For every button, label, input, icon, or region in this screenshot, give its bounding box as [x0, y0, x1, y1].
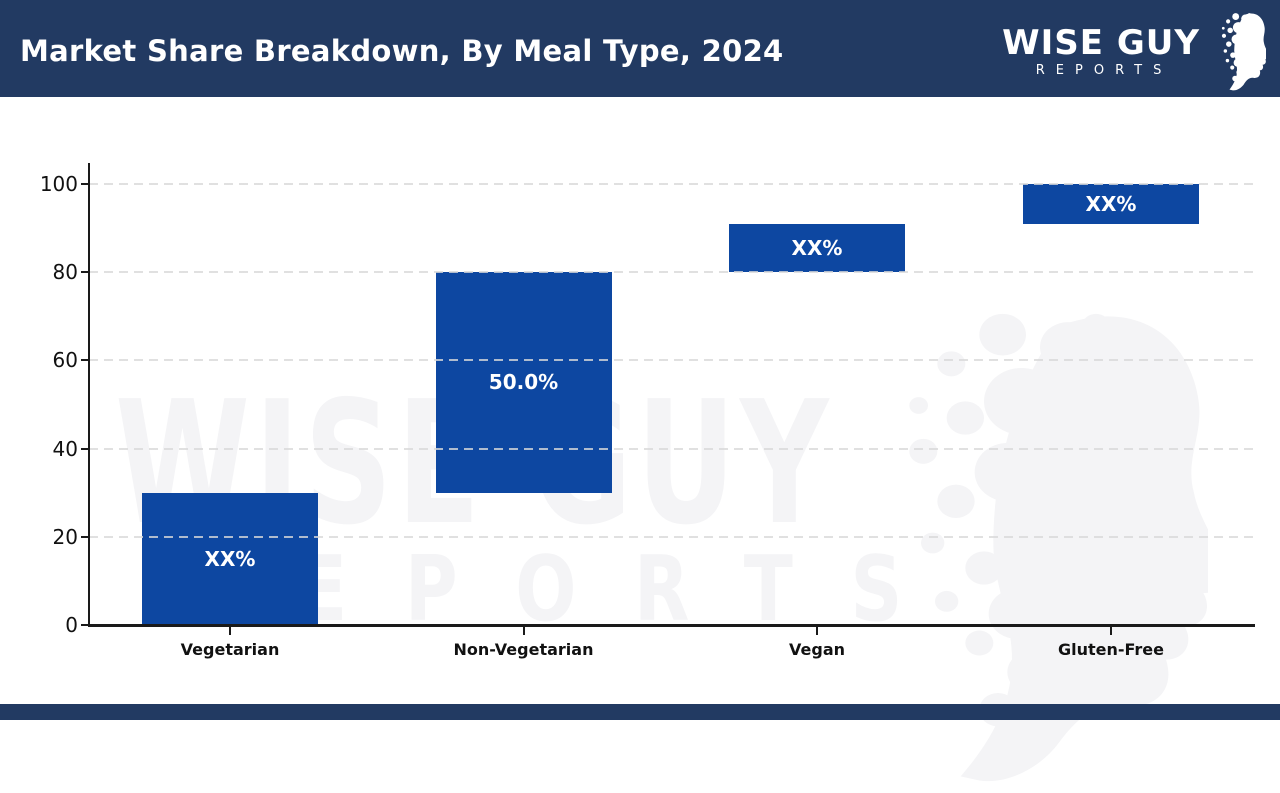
y-tick-mark [81, 359, 89, 362]
y-tick-label: 40 [52, 436, 78, 461]
x-axis-spine [88, 624, 1255, 627]
bar-vegan: XX% [729, 223, 905, 273]
footer-bar [0, 704, 1280, 720]
gridline-y80 [89, 271, 1253, 274]
x-tick-mark [229, 627, 231, 635]
y-tick-label: 80 [52, 260, 78, 285]
gridline-y100 [89, 183, 1253, 185]
chart-area: WISE GUY REPORTS 0 20 40 60 80 100 XX% Vegetari… [0, 97, 1280, 782]
x-tick-label-vegan: Vegan [789, 640, 845, 659]
header-bar: Market Share Breakdown, By Meal Type, 20… [0, 0, 1280, 97]
logo-wordmark: WISE GUY [1002, 22, 1200, 63]
y-tick-mark [81, 535, 89, 538]
x-tick-mark [816, 627, 818, 635]
logo-text: WISE GUY REPORTS [1002, 25, 1200, 78]
y-tick-label: 0 [65, 613, 78, 637]
x-tick-mark [1110, 627, 1112, 635]
wise-guy-reports-logo: WISE GUY REPORTS [1002, 8, 1266, 94]
page-title: Market Share Breakdown, By Meal Type, 20… [20, 34, 784, 68]
y-tick-mark [81, 271, 89, 274]
bar-vegetarian: XX% [142, 492, 318, 625]
bar-value-label: XX% [791, 235, 843, 260]
logo-subtitle: REPORTS [1035, 62, 1173, 78]
x-tick-mark [522, 627, 525, 635]
y-tick-mark [81, 447, 89, 450]
gridline-y60 [89, 359, 1253, 362]
y-tick-label: 60 [52, 348, 78, 373]
y-tick-mark [81, 624, 89, 626]
y-axis-spine [88, 163, 90, 626]
x-tick-label-vegetarian: Vegetarian [180, 640, 280, 659]
bar-value-label: XX% [204, 546, 256, 571]
bar-non-vegetarian: 50.0% [435, 272, 612, 493]
gridline-y20 [89, 535, 1253, 538]
bar-gluten-free: XX% [1023, 184, 1199, 224]
y-tick-mark [81, 183, 89, 185]
bar-value-label: XX% [1085, 191, 1137, 216]
x-tick-label-non-vegetarian: Non-Vegetarian [453, 640, 594, 659]
x-tick-label-gluten-free: Gluten-Free [1057, 640, 1165, 659]
bar-value-label: 50.0% [488, 370, 559, 395]
dotted-face-icon [1221, 13, 1266, 91]
y-tick-label: 100 [39, 172, 78, 196]
y-tick-label: 20 [52, 524, 78, 549]
gridline-y40 [89, 447, 1253, 450]
